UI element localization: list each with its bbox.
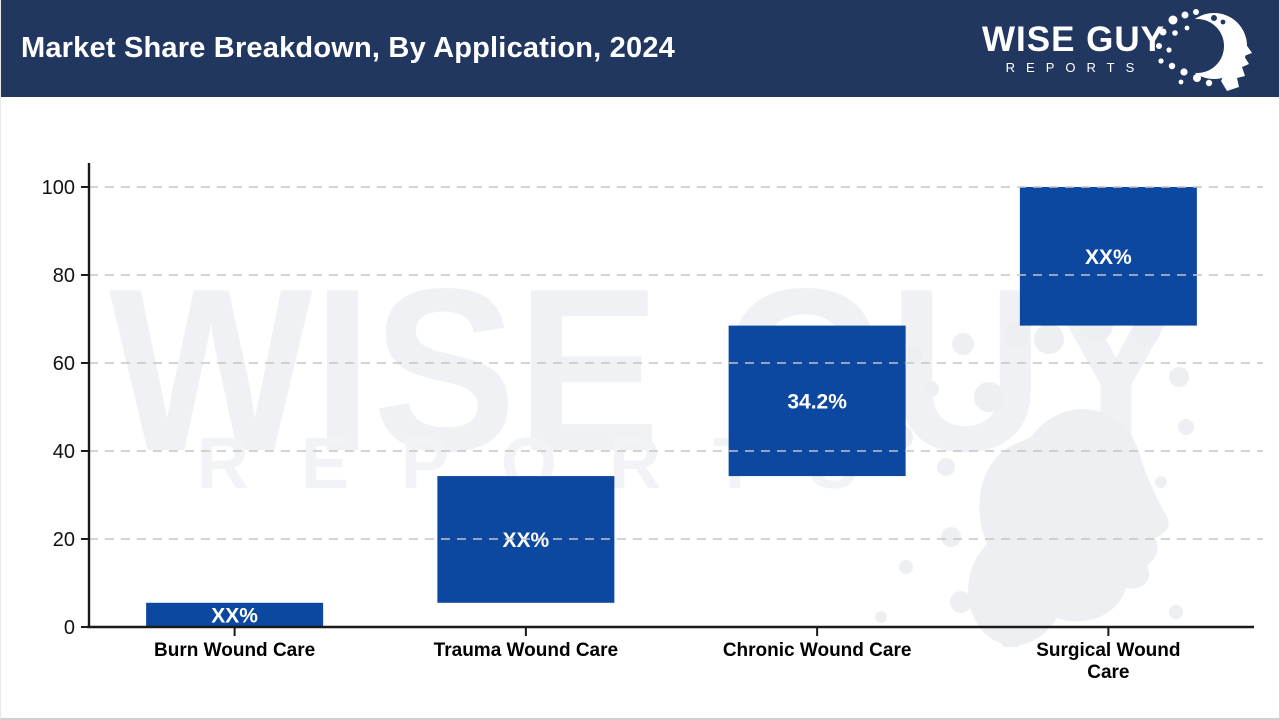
chart-title: Market Share Breakdown, By Application, … [21, 32, 675, 64]
bar-value-label: XX% [503, 529, 550, 552]
x-category-label: Surgical Wound [1036, 640, 1180, 661]
bar-burn-wound-care: XX% [146, 602, 324, 627]
y-tick-label: 60 [53, 353, 75, 375]
bar-value-label: XX% [211, 604, 258, 627]
y-tick-label: 80 [53, 265, 75, 287]
x-category-label: Care [1087, 662, 1129, 683]
bar-value-label: XX% [1085, 246, 1132, 269]
bar-chart: XX% XX% 34.2% XX% 0 20 40 60 80 100 Burn Wound Car… [42, 163, 1263, 683]
watermark-head-pattern [874, 308, 1194, 647]
bar-surgical-wound-care: XX% [1019, 187, 1197, 326]
bar-chronic-wound-care: 34.2% [728, 325, 906, 477]
header-bar: Market Share Breakdown, By Application, … [1, 0, 1279, 97]
y-tick-label: 20 [53, 529, 75, 551]
y-tick-label: 40 [53, 441, 75, 463]
logo-sub-text: REPORTS [1005, 60, 1146, 75]
y-tick-label: 100 [42, 177, 75, 199]
logo-brand-text: WISE GUY [981, 20, 1165, 59]
chart-area: WISE GUY REPORTS XX% XX% 34.2% XX% 0 20 40 60 80… [1, 97, 1280, 720]
bar-value-label: 34.2% [787, 390, 847, 413]
x-category-label: Chronic Wound Care [723, 640, 912, 661]
head-profile-dots-icon [1156, 8, 1252, 91]
x-category-label: Burn Wound Care [154, 640, 315, 661]
y-tick-label: 0 [64, 617, 75, 639]
x-category-label: Trauma Wound Care [434, 640, 618, 661]
wiseguy-logo: WISE GUY REPORTS [982, 6, 1255, 92]
